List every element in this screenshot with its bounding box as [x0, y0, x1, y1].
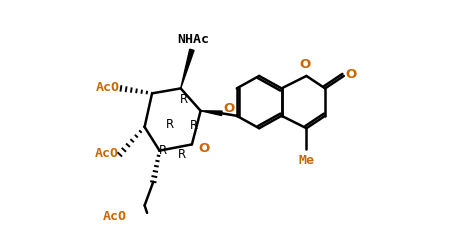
Text: AcO: AcO	[96, 81, 120, 94]
Polygon shape	[181, 49, 194, 88]
Text: AcO: AcO	[95, 147, 118, 160]
Text: O: O	[198, 142, 209, 155]
Polygon shape	[201, 111, 222, 116]
Text: O: O	[223, 102, 234, 115]
Text: R: R	[190, 119, 198, 132]
Text: Me: Me	[298, 154, 314, 167]
Text: NHAc: NHAc	[177, 33, 209, 46]
Text: R: R	[180, 93, 189, 106]
Text: R: R	[165, 118, 173, 131]
Text: O: O	[346, 68, 357, 81]
Text: R: R	[178, 148, 186, 161]
Text: AcO: AcO	[103, 210, 127, 223]
Text: R: R	[159, 144, 167, 157]
Text: O: O	[300, 59, 311, 71]
